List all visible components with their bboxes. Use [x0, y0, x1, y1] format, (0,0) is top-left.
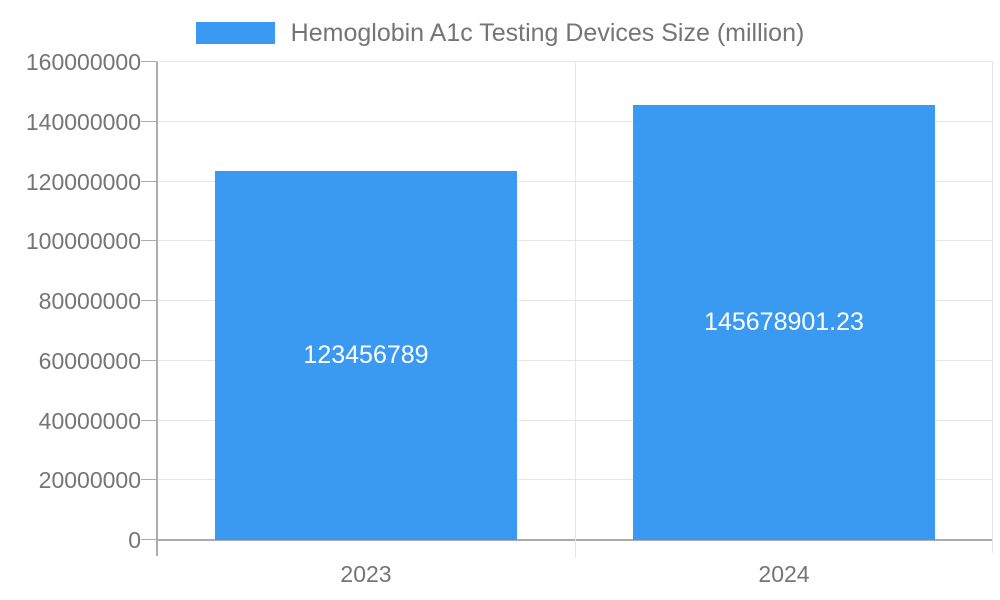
y-tick-label: 100000000 — [25, 228, 141, 255]
chart-legend[interactable]: Hemoglobin A1c Testing Devices Size (mil… — [0, 19, 1000, 47]
y-tick-label: 80000000 — [38, 288, 141, 314]
legend-label: Hemoglobin A1c Testing Devices Size (mil… — [290, 19, 805, 47]
y-tick-label: 60000000 — [38, 347, 141, 374]
y-axis-tick — [141, 240, 157, 242]
y-axis-tick — [141, 180, 157, 182]
grid-line-horizontal — [157, 61, 993, 62]
y-axis-tick — [141, 419, 157, 421]
bar[interactable]: 145678901.23 — [633, 104, 935, 540]
x-tick-label: 2024 — [758, 561, 810, 587]
y-tick-label: 140000000 — [25, 108, 141, 135]
y-tick-label: 160000000 — [25, 49, 141, 75]
y-tick-label: 20000000 — [38, 467, 141, 494]
y-axis-line — [156, 62, 158, 556]
bar-value-label: 145678901.23 — [704, 307, 864, 336]
y-axis-tick — [141, 479, 157, 481]
bar-value-label: 123456789 — [303, 341, 429, 370]
y-tick-label: 120000000 — [25, 168, 141, 195]
category-divider-line — [574, 62, 576, 558]
plot-right-border — [992, 62, 993, 553]
y-axis-tick — [141, 120, 157, 122]
legend-swatch-icon — [195, 22, 275, 44]
plot-area: 0 20000000 40000000 60000000 80000000 1000000… — [26, 49, 993, 587]
y-tick-label: 40000000 — [38, 407, 141, 434]
x-tick-label: 2023 — [340, 561, 392, 587]
y-axis-tick — [141, 539, 157, 540]
bar[interactable]: 123456789 — [215, 171, 517, 540]
y-axis-tick — [141, 61, 157, 62]
y-axis-tick — [141, 300, 157, 301]
y-axis-tick — [141, 359, 157, 361]
y-tick-label: 0 — [128, 527, 141, 553]
